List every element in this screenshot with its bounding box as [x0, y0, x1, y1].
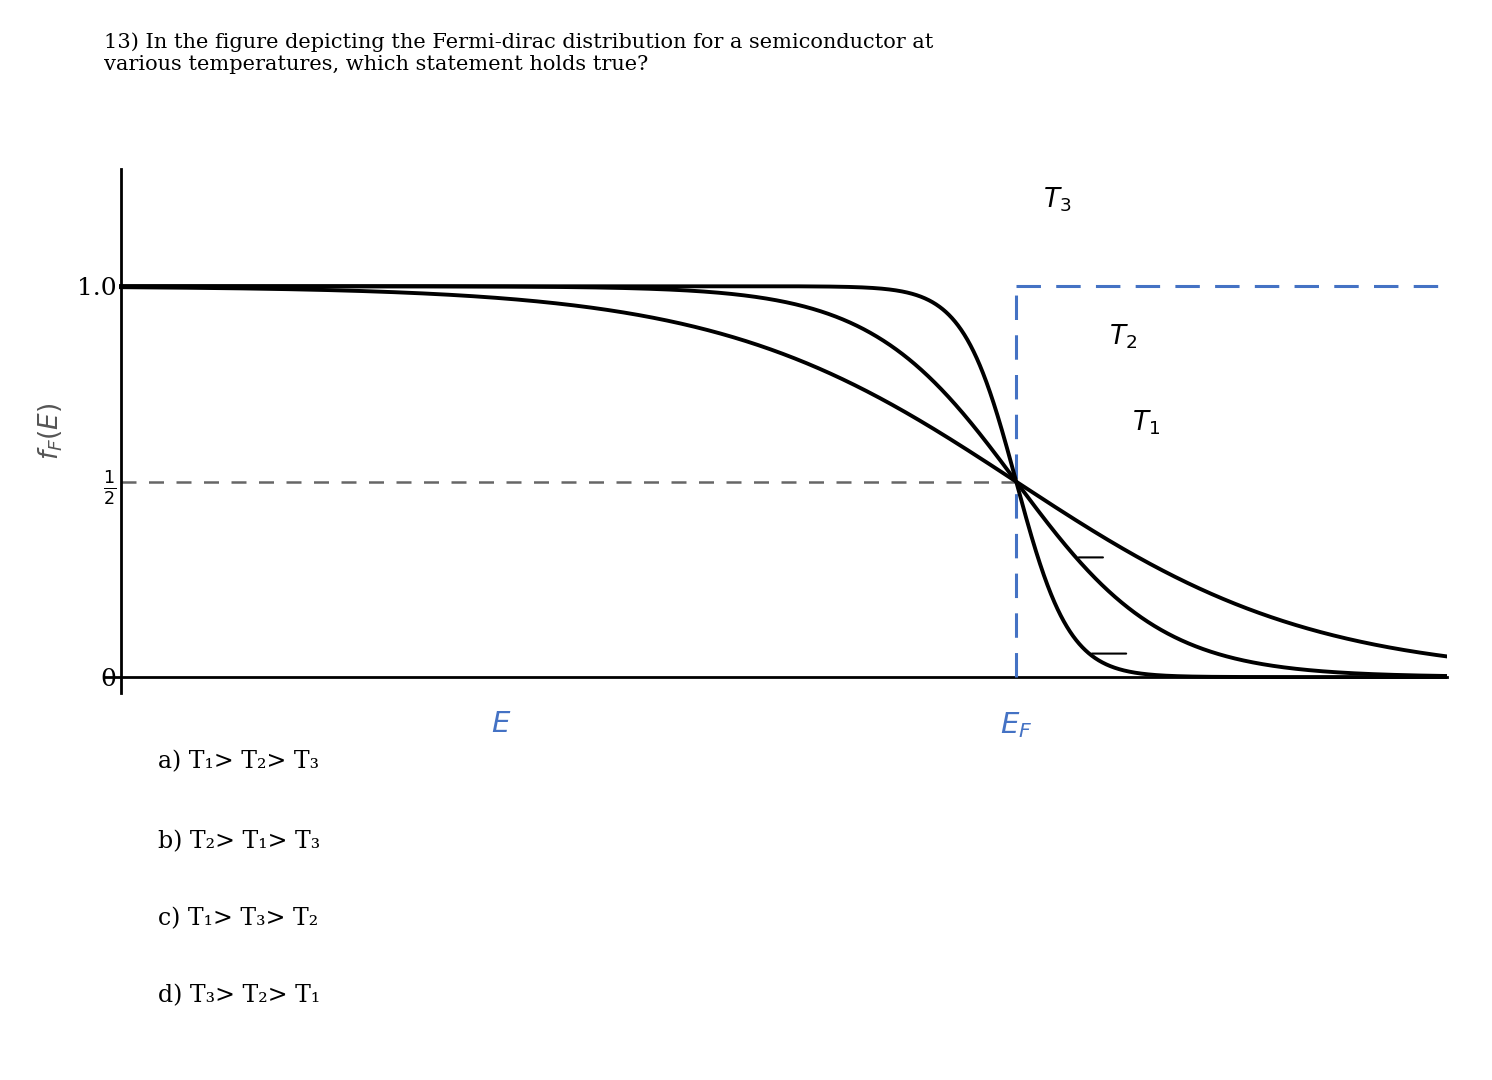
Text: 13) In the figure depicting the Fermi-dirac distribution for a semiconductor at
: 13) In the figure depicting the Fermi-di… [104, 32, 934, 75]
Text: $T_1$: $T_1$ [1132, 408, 1161, 437]
Text: c) T₁> T₃> T₂: c) T₁> T₃> T₂ [158, 907, 318, 930]
Text: b) T₂> T₁> T₃: b) T₂> T₁> T₃ [158, 831, 321, 853]
Y-axis label: $f_F(E)$: $f_F(E)$ [37, 402, 66, 460]
Text: d) T₃> T₂> T₁: d) T₃> T₂> T₁ [158, 984, 321, 1007]
Text: $T_3$: $T_3$ [1043, 186, 1071, 215]
Text: a) T₁> T₂> T₃: a) T₁> T₂> T₃ [158, 751, 319, 773]
Text: $E_F$: $E_F$ [1000, 711, 1032, 740]
Text: $T_2$: $T_2$ [1109, 323, 1137, 351]
Text: $E$: $E$ [491, 711, 512, 739]
